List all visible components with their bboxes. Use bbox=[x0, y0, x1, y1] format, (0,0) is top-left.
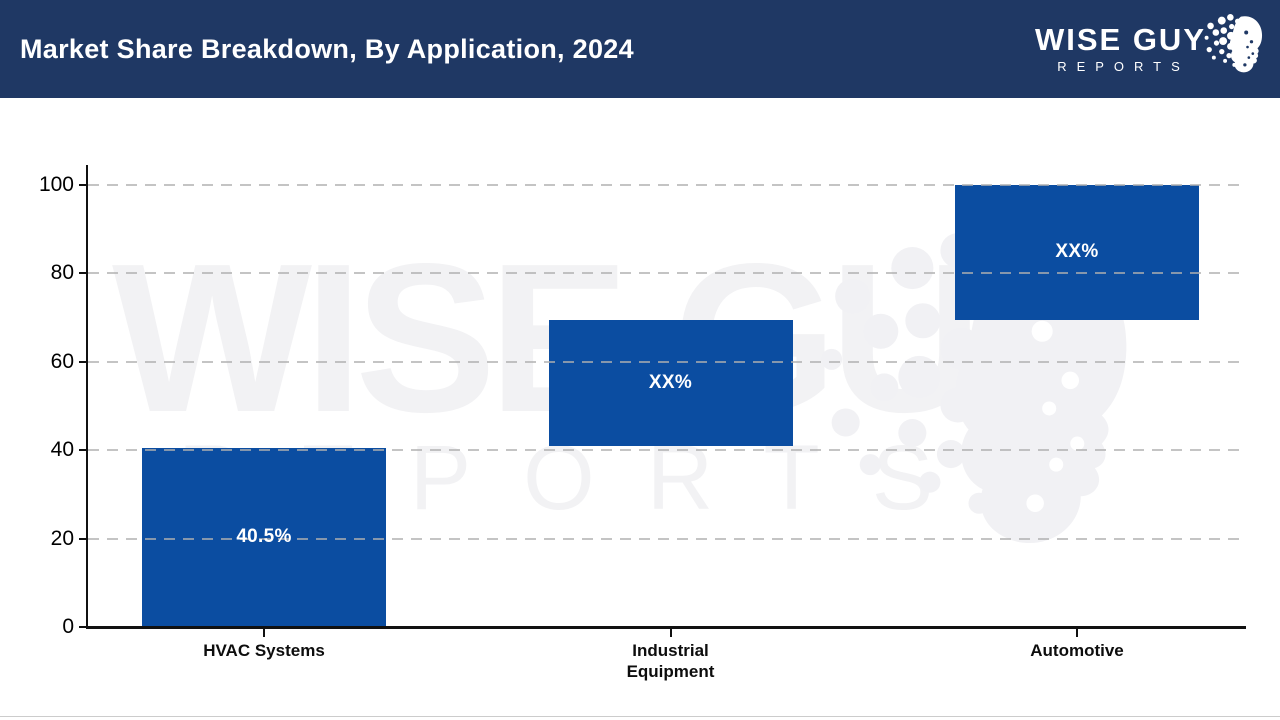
y-axis-tick bbox=[79, 184, 87, 186]
x-axis-label: Industrial Equipment bbox=[626, 641, 715, 681]
brand-reports-text: REPORTS bbox=[1057, 59, 1190, 74]
gridline bbox=[88, 449, 1246, 452]
gridline bbox=[88, 184, 1246, 186]
bar-industrial-equipment: XX% bbox=[548, 319, 793, 446]
bar-value-label: 40.5% bbox=[236, 526, 292, 548]
y-axis-tick-label: 40 bbox=[50, 438, 74, 462]
y-axis-tick-label: 0 bbox=[62, 615, 74, 638]
y-axis-tick bbox=[79, 449, 87, 452]
gridline bbox=[88, 360, 1246, 363]
bar-value-label: XX% bbox=[648, 371, 693, 393]
bottom-border-line bbox=[0, 716, 1280, 717]
wiseguy-face-icon bbox=[1204, 14, 1263, 73]
bar-hvac-systems: 40.5% bbox=[142, 447, 386, 627]
y-axis-tick bbox=[79, 626, 87, 628]
x-axis-spine bbox=[86, 626, 1246, 629]
header-band: Market Share Breakdown, By Application, … bbox=[0, 0, 1280, 98]
wiseguy-logo: WISE GUY REPORTS bbox=[1035, 8, 1266, 90]
gridline bbox=[88, 537, 1246, 540]
y-axis-tick-label: 20 bbox=[50, 526, 74, 550]
page-title: Market Share Breakdown, By Application, … bbox=[20, 34, 634, 64]
y-axis-tick-label: 100 bbox=[38, 173, 74, 196]
y-axis-tick bbox=[79, 272, 87, 275]
y-axis-tick-label: 80 bbox=[50, 261, 74, 285]
x-axis-tick bbox=[1076, 629, 1078, 637]
gridline bbox=[88, 272, 1246, 275]
brand-wordmark: WISE GUY REPORTS bbox=[1034, 22, 1206, 75]
x-axis-tick bbox=[669, 629, 672, 637]
y-axis-tick bbox=[79, 537, 87, 540]
x-axis-tick bbox=[263, 629, 265, 637]
y-axis-tick-label: 60 bbox=[50, 349, 74, 373]
bar-value-label: XX% bbox=[1055, 241, 1099, 263]
brand-name-text: WISE GUY bbox=[1034, 22, 1206, 57]
y-axis-tick bbox=[79, 360, 87, 363]
x-axis-label: HVAC Systems bbox=[203, 641, 325, 660]
x-axis-label: Automotive bbox=[1030, 641, 1124, 660]
y-axis-spine bbox=[86, 165, 88, 629]
bar-automotive: XX% bbox=[955, 185, 1199, 320]
